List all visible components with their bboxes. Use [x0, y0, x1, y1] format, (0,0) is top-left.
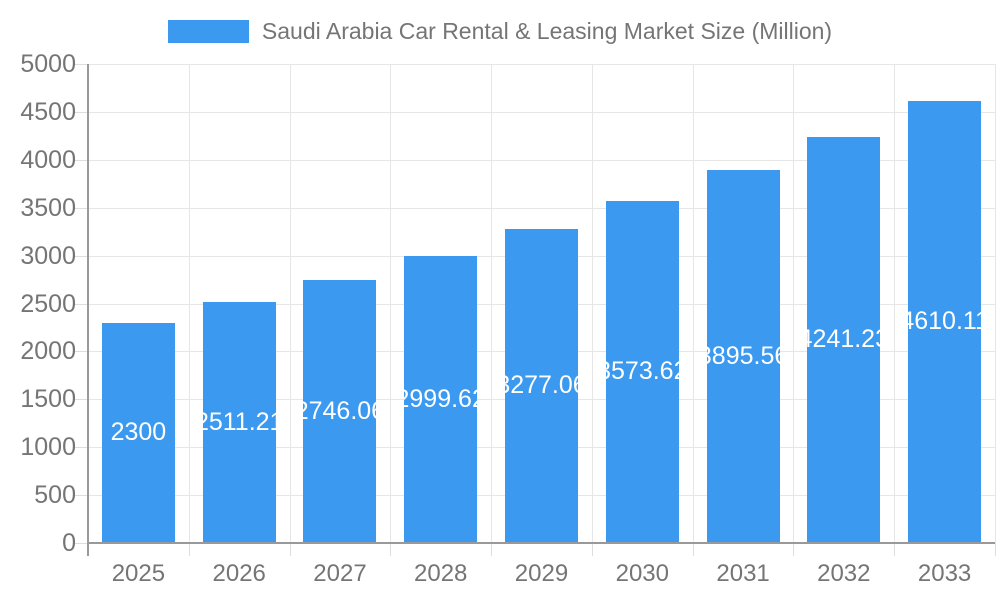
bar-2028[interactable]: 2999.62 — [404, 256, 478, 542]
v-gridline-6 — [693, 64, 694, 543]
y-tick-2500 — [74, 304, 88, 305]
v-gridline-8 — [894, 64, 895, 543]
y-tick-500 — [74, 495, 88, 496]
x-axis-line — [87, 542, 995, 544]
bar-value-label: 3573.62 — [606, 357, 679, 385]
y-tick-label: 4500 — [20, 98, 76, 126]
y-tick-label: 1500 — [20, 385, 76, 413]
x-tick-label-2033: 2033 — [917, 560, 972, 587]
bar-2032[interactable]: 4241.23 — [807, 137, 881, 542]
y-tick-label: 2500 — [20, 290, 76, 318]
v-gridline-1 — [189, 64, 190, 543]
y-tick-5000 — [74, 64, 88, 65]
h-gridline-5000 — [88, 64, 995, 65]
x-tick-2 — [290, 543, 291, 556]
x-tick-label-2032: 2032 — [817, 560, 871, 587]
v-gridline-2 — [290, 64, 291, 543]
x-tick-9 — [995, 543, 996, 556]
y-tick-1000 — [74, 447, 88, 448]
x-tick-label-2026: 2026 — [212, 560, 266, 587]
bar-2025[interactable]: 2300 — [101, 323, 175, 542]
x-tick-8 — [894, 543, 895, 556]
y-tick-label: 2000 — [20, 337, 76, 365]
y-tick-label: 3000 — [20, 242, 76, 270]
v-gridline-9 — [995, 64, 996, 543]
x-tick-5 — [592, 543, 593, 556]
legend-swatch-icon — [167, 20, 249, 43]
bar-2033[interactable]: 4610.11 — [908, 101, 982, 542]
h-gridline-4500 — [88, 112, 995, 113]
x-tick-label-2030: 2030 — [615, 560, 669, 587]
v-gridline-3 — [390, 64, 391, 543]
bar-2026[interactable]: 2511.21 — [202, 302, 276, 542]
v-gridline-5 — [592, 64, 593, 543]
bar-value-label: 2746.06 — [303, 396, 376, 425]
bar-2027[interactable]: 2746.06 — [303, 280, 377, 542]
legend-item[interactable]: Saudi Arabia Car Rental & Leasing Market… — [0, 18, 1000, 45]
v-gridline-4 — [491, 64, 492, 543]
y-tick-3000 — [74, 256, 88, 257]
x-tick-6 — [693, 543, 694, 556]
legend-label: Saudi Arabia Car Rental & Leasing Market… — [261, 18, 833, 44]
y-tick-2000 — [74, 351, 88, 352]
v-gridline-7 — [793, 64, 794, 543]
h-gridline-4000 — [88, 160, 995, 161]
y-tick-4500 — [74, 112, 88, 113]
bar-value-label: 2999.62 — [404, 384, 477, 413]
x-tick-label-2029: 2029 — [514, 560, 569, 587]
y-axis-line — [87, 64, 89, 556]
y-tick-3500 — [74, 208, 88, 209]
y-tick-label: 500 — [34, 481, 76, 509]
x-tick-label-2028: 2028 — [414, 560, 468, 587]
bar-2031[interactable]: 3895.56 — [706, 170, 780, 542]
bar-value-label: 2300 — [110, 418, 167, 446]
x-tick-label-2027: 2027 — [313, 560, 367, 587]
bar-value-label: 3895.56 — [707, 341, 780, 370]
y-tick-label: 0 — [62, 529, 76, 557]
x-tick-3 — [390, 543, 391, 556]
x-tick-4 — [491, 543, 492, 556]
bar-2029[interactable]: 3277.06 — [505, 229, 578, 542]
x-tick-label-2031: 2031 — [716, 560, 770, 587]
y-tick-0 — [74, 543, 88, 544]
y-tick-label: 1000 — [20, 433, 76, 461]
h-gridline-3500 — [88, 208, 995, 209]
y-tick-label: 3500 — [20, 194, 76, 222]
bar-value-label: 2511.21 — [203, 407, 276, 436]
bar-2030[interactable]: 3573.62 — [605, 201, 679, 542]
bar-value-label: 3277.06 — [505, 371, 578, 399]
x-tick-label-2025: 2025 — [111, 560, 166, 587]
y-tick-label: 5000 — [20, 50, 76, 78]
y-tick-1500 — [74, 399, 88, 400]
x-tick-1 — [189, 543, 190, 556]
y-tick-4000 — [74, 160, 88, 161]
x-tick-7 — [793, 543, 794, 556]
bar-value-label: 4241.23 — [807, 325, 880, 353]
bar-value-label: 4610.11 — [908, 307, 981, 335]
y-tick-label: 4000 — [20, 146, 76, 174]
